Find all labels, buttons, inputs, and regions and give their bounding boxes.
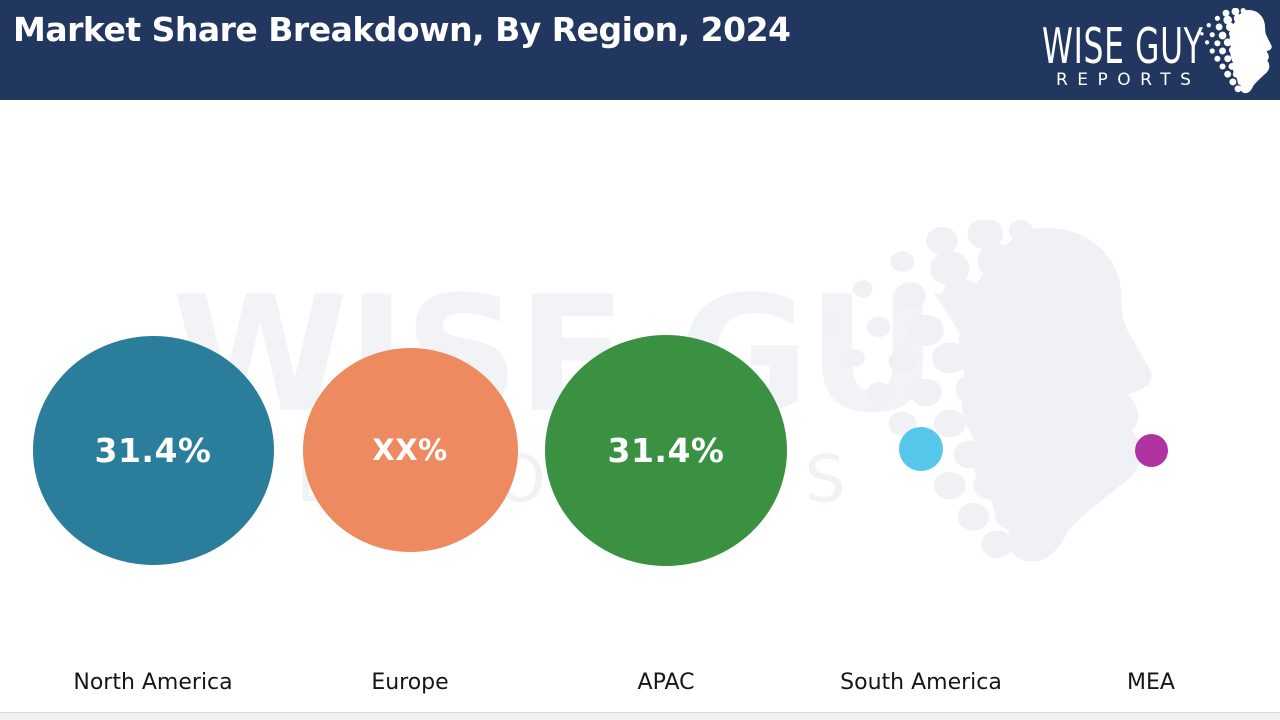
category-label-north-america: North America (73, 670, 233, 695)
bubble-north-america: 31.4% (32, 335, 274, 565)
brand-wordmark: WISE GUY (1042, 18, 1204, 75)
page-title: Market Share Breakdown, By Region, 2024 (13, 10, 791, 49)
brand-head-icon (1200, 8, 1272, 94)
brand-sub-wordmark: REPORTS (1056, 70, 1201, 90)
header-bar: Market Share Breakdown, By Region, 2024 … (0, 0, 1280, 100)
category-label-mea: MEA (1127, 670, 1175, 695)
bubble-apac: 31.4% (545, 334, 787, 566)
category-label-europe: Europe (371, 670, 449, 695)
bubble-value-label: XX% (372, 433, 448, 467)
bubble-mea (1134, 433, 1168, 467)
category-label-south-america: South America (840, 670, 1002, 695)
bubble-value-label: 31.4% (607, 430, 725, 470)
bubble-south-america (899, 427, 943, 471)
bubble-chart: 31.4% XX% 31.4% (0, 100, 1280, 713)
category-label-apac: APAC (637, 670, 695, 695)
brand-logo: WISE GUY REPORTS (1036, 4, 1278, 96)
bubble-value-label: 31.4% (94, 430, 212, 470)
footer-strip (0, 712, 1280, 720)
bubble-europe: XX% (302, 348, 518, 552)
